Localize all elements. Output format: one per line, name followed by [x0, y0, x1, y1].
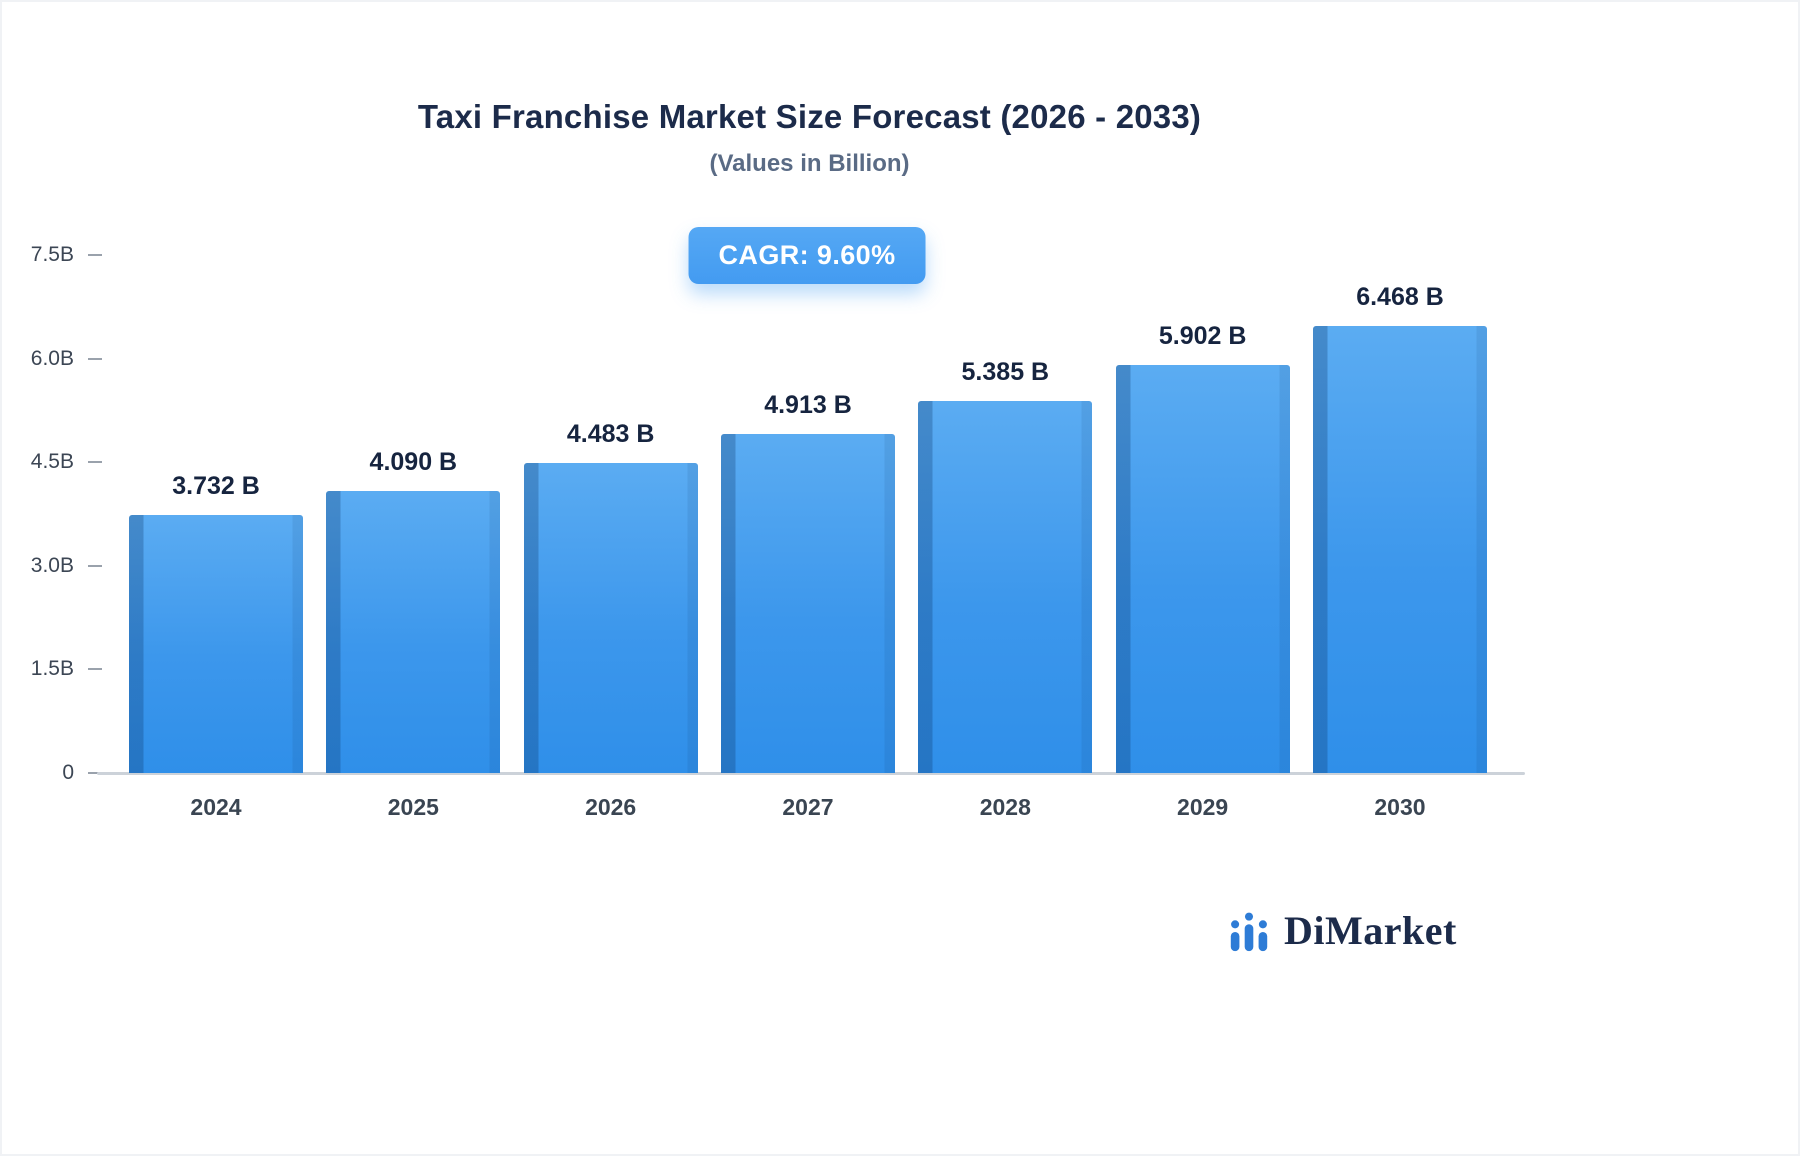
y-axis-tick — [88, 461, 102, 464]
bar-group: 3.732 B 2024 — [129, 255, 303, 820]
y-axis-tick — [88, 357, 102, 360]
y-axis-label: 3.0B — [30, 553, 74, 577]
bar-group: 4.483 B 2026 — [523, 255, 698, 820]
y-axis-tick — [88, 668, 102, 671]
bar — [1115, 365, 1290, 773]
bar-value-label: 4.090 B — [369, 447, 458, 476]
bar-group: 5.385 B 2028 — [918, 255, 1093, 820]
x-axis-label: 2024 — [190, 794, 242, 820]
plot-area: 3.732 B 2024 4.090 B 2025 4.483 B 2026 4… — [112, 255, 1522, 820]
x-axis-label: 2026 — [585, 794, 637, 820]
x-axis-label: 2028 — [979, 794, 1031, 820]
bar-value-label: 3.732 B — [172, 472, 260, 501]
x-axis-label: 2027 — [782, 794, 834, 820]
bar-group: 6.468 B 2030 — [1312, 255, 1487, 820]
logo-text: DiMarket — [1284, 908, 1457, 953]
y-axis: 7.5B 6.0B 4.5B 3.0B 1.5B 0 — [2, 243, 102, 784]
x-axis-label: 2029 — [1177, 794, 1229, 820]
bar-value-label: 4.913 B — [764, 390, 852, 419]
logo: DiMarket — [1226, 907, 1457, 954]
bar-group: 4.090 B 2025 — [326, 255, 501, 820]
y-axis-label: 4.5B — [30, 450, 74, 474]
chart-title: Taxi Franchise Market Size Forecast (202… — [417, 98, 1202, 135]
y-axis-label: 7.5B — [30, 243, 74, 266]
y-axis-label: 0 — [62, 761, 74, 784]
bar-value-label: 5.902 B — [1158, 322, 1247, 351]
bar-chart-logo-icon — [1230, 912, 1268, 951]
y-axis-tick — [88, 254, 102, 256]
y-axis-label: 1.5B — [30, 657, 74, 681]
bar-value-label: 5.385 B — [961, 358, 1050, 387]
bar-group: 5.902 B 2029 — [1115, 255, 1290, 820]
x-axis-label: 2030 — [1374, 794, 1426, 820]
cagr-badge: CAGR: 9.60% — [688, 227, 926, 284]
bar-value-label: 6.468 B — [1356, 283, 1444, 312]
x-axis-label: 2025 — [387, 794, 439, 820]
bar — [523, 463, 698, 773]
bar-value-label: 4.483 B — [566, 420, 655, 449]
y-axis-tick — [88, 564, 102, 567]
bar — [129, 515, 303, 773]
bar — [918, 401, 1093, 773]
y-axis-tick — [88, 772, 102, 774]
x-axis-line — [97, 772, 1525, 775]
bar — [1312, 326, 1487, 773]
bar — [720, 433, 895, 773]
bar — [326, 490, 501, 773]
chart-subtitle: (Values in Billion) — [709, 150, 910, 177]
bar-group: 4.913 B 2027 — [720, 255, 895, 820]
y-axis-label: 6.0B — [30, 346, 74, 370]
